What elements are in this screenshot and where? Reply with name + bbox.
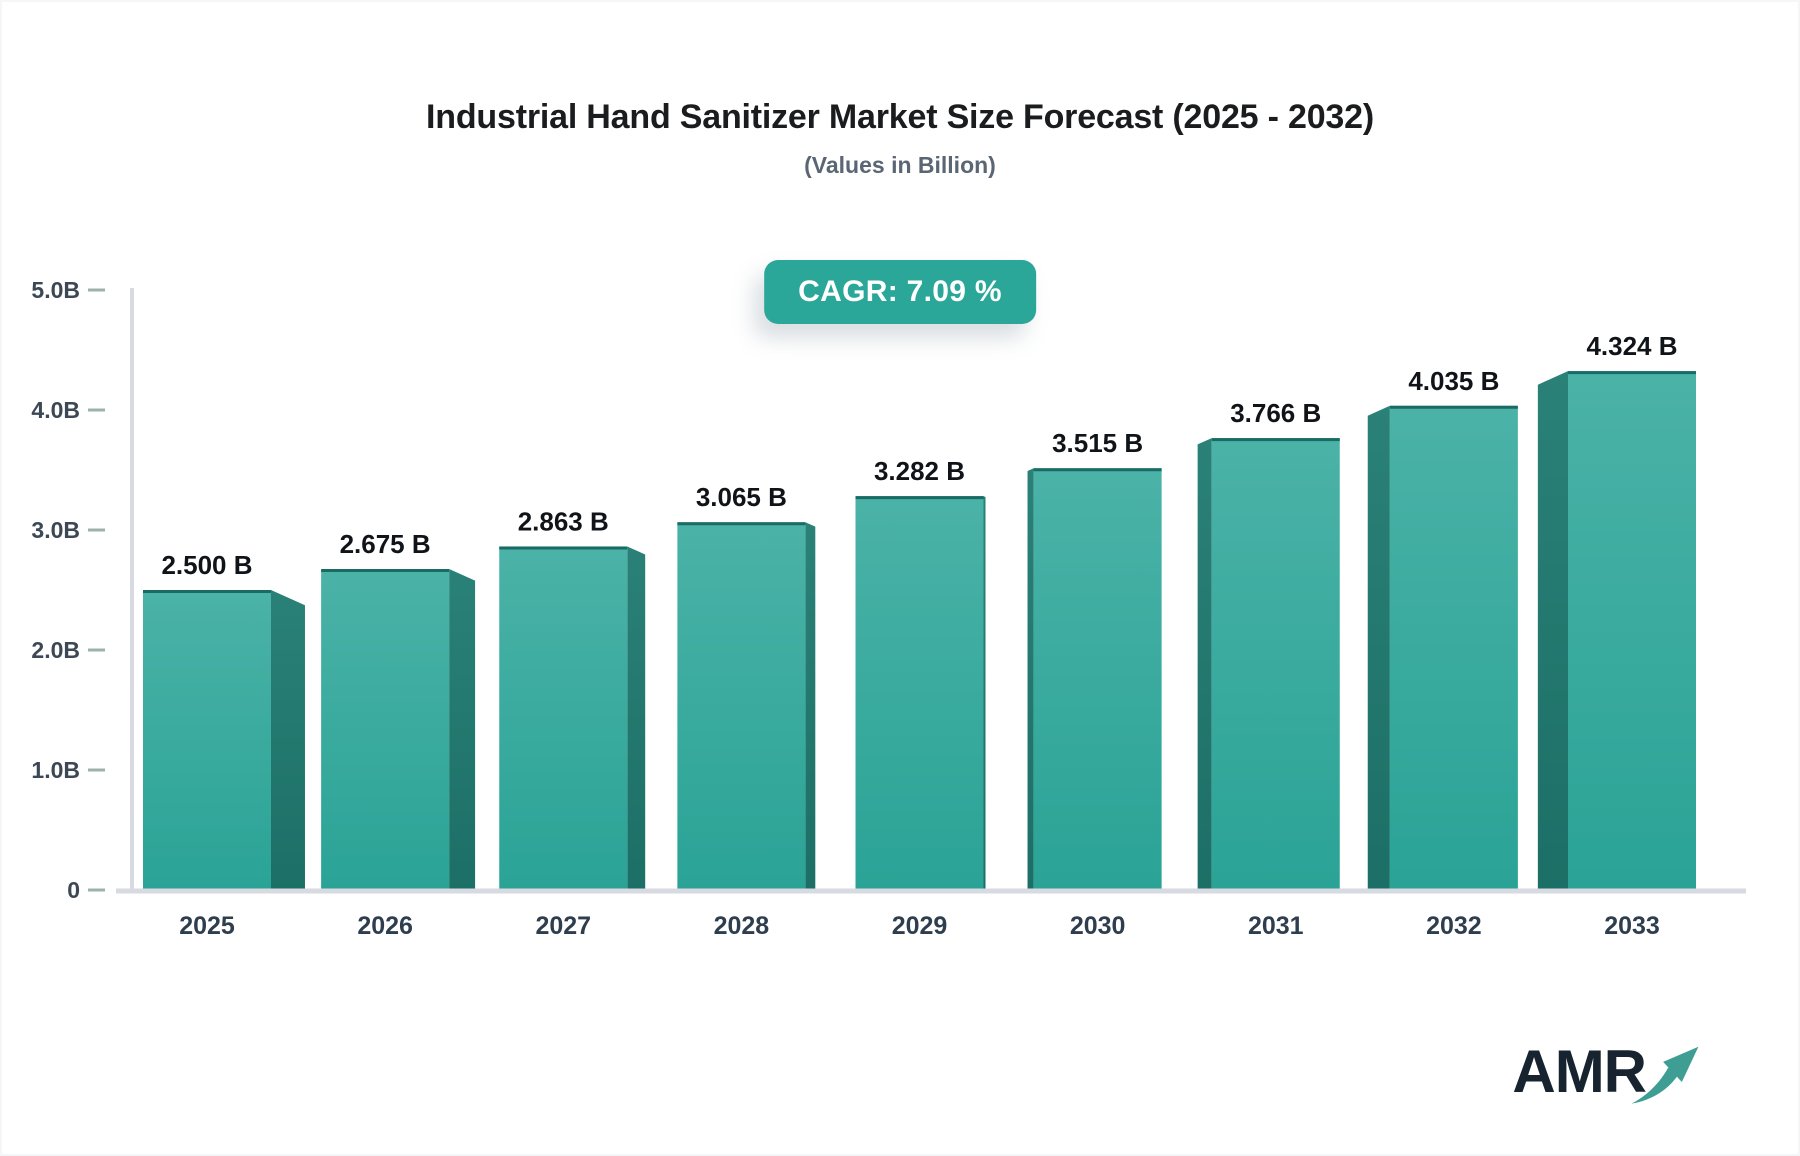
bar-side-face	[449, 569, 476, 890]
x-axis-label: 2026	[357, 912, 413, 940]
x-axis-label: 2030	[1070, 912, 1126, 940]
bar-value-label: 2.675 B	[340, 529, 431, 559]
x-axis-label: 2029	[892, 912, 948, 940]
amr-logo-text: AMR	[1512, 1038, 1647, 1105]
y-tick-label: 2.0B	[31, 637, 80, 663]
bar-side-face	[1027, 468, 1034, 890]
bar	[855, 496, 984, 890]
x-axis-label: 2033	[1604, 912, 1660, 940]
bar-value-label: 4.324 B	[1586, 331, 1677, 361]
chart-subtitle: (Values in Billion)	[804, 152, 996, 178]
y-tick-label: 3.0B	[31, 517, 80, 543]
bar-value-label: 2.863 B	[518, 506, 609, 536]
bar-side-face	[805, 522, 816, 890]
bar	[321, 569, 450, 890]
page-title: Industrial Hand Sanitizer Market Size Fo…	[426, 98, 1374, 136]
x-axis-label: 2032	[1426, 912, 1482, 940]
bar-side-face	[1367, 405, 1390, 890]
bar-value-label: 4.035 B	[1408, 366, 1499, 396]
bar	[1211, 438, 1340, 890]
y-tick-label: 5.0B	[31, 277, 80, 303]
x-axis-label: 2027	[535, 912, 591, 940]
bar-side-face	[1537, 371, 1568, 890]
x-axis-label: 2031	[1248, 912, 1304, 940]
bar	[499, 546, 628, 890]
bar-value-label: 3.282 B	[874, 456, 965, 486]
bar	[677, 522, 806, 890]
x-axis-label: 2025	[179, 912, 235, 940]
y-tick-label: 0	[67, 877, 80, 903]
amr-logo: AMR	[1512, 1034, 1702, 1110]
bar-value-label: 2.500 B	[161, 550, 252, 580]
bar-value-label: 3.766 B	[1230, 398, 1321, 428]
y-tick-label: 1.0B	[31, 757, 80, 783]
x-axis-label: 2028	[714, 912, 770, 940]
bar	[143, 590, 271, 890]
bar-side-face	[1197, 438, 1212, 890]
bar-value-label: 3.515 B	[1052, 428, 1143, 458]
y-tick-label: 4.0B	[31, 397, 80, 423]
cagr-badge: CAGR: 7.09 %	[764, 260, 1036, 324]
bar	[1389, 405, 1518, 890]
bar-side-face	[983, 496, 986, 890]
bar	[1568, 371, 1696, 890]
bar-side-face	[627, 546, 646, 890]
bar-value-label: 3.065 B	[696, 482, 787, 512]
bar-side-face	[271, 590, 305, 890]
growth-arrow-icon	[1631, 1046, 1699, 1104]
bar	[1033, 468, 1162, 890]
